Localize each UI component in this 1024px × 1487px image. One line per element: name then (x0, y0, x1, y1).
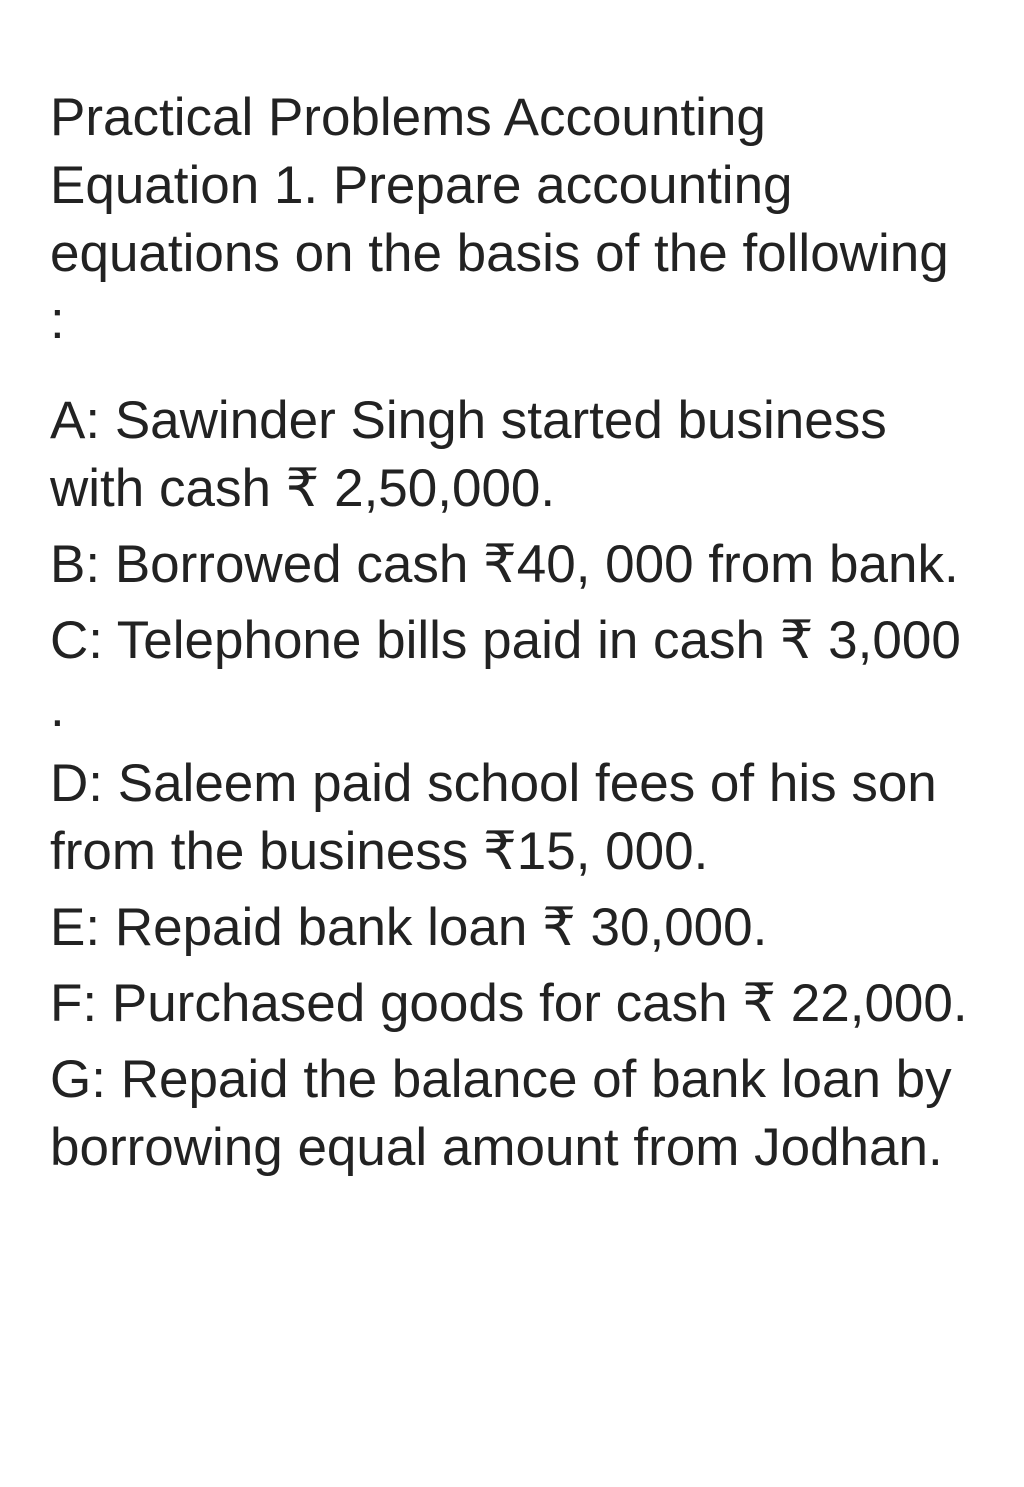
item-e-text: Repaid bank loan ₹ 30,000. (115, 898, 768, 957)
item-e: E: Repaid bank loan ₹ 30,000. (50, 894, 974, 962)
item-c-label: C: (50, 611, 103, 670)
item-f-text: Purchased goods for cash ₹ 22,000. (112, 974, 968, 1033)
item-f: F: Purchased goods for cash ₹ 22,000. (50, 970, 974, 1038)
item-b-text: Borrowed cash ₹40, 000 from bank. (115, 535, 959, 594)
item-d-text: Saleem paid school fees of his son from … (50, 754, 937, 881)
item-g-label: G: (50, 1050, 106, 1109)
document-page: Practical Problems Accounting Equation 1… (0, 0, 1024, 1239)
item-e-label: E: (50, 898, 100, 957)
item-b: B: Borrowed cash ₹40, 000 from bank. (50, 531, 974, 599)
item-d: D: Saleem paid school fees of his son fr… (50, 750, 974, 886)
item-b-label: B: (50, 535, 100, 594)
item-a: A: Sawinder Singh started business with … (50, 387, 974, 523)
item-a-text: Sawinder Singh started business with cas… (50, 391, 887, 518)
item-a-label: A: (50, 391, 100, 450)
item-d-label: D: (50, 754, 103, 813)
item-f-label: F: (50, 974, 97, 1033)
item-g: G: Repaid the balance of bank loan by bo… (50, 1046, 974, 1182)
item-c: C: Telephone bills paid in cash ₹ 3,000 … (50, 607, 974, 743)
item-c-text: Telephone bills paid in cash ₹ 3,000 . (50, 611, 961, 738)
item-g-text: Repaid the balance of bank loan by borro… (50, 1050, 952, 1177)
problem-heading: Practical Problems Accounting Equation 1… (50, 84, 974, 355)
